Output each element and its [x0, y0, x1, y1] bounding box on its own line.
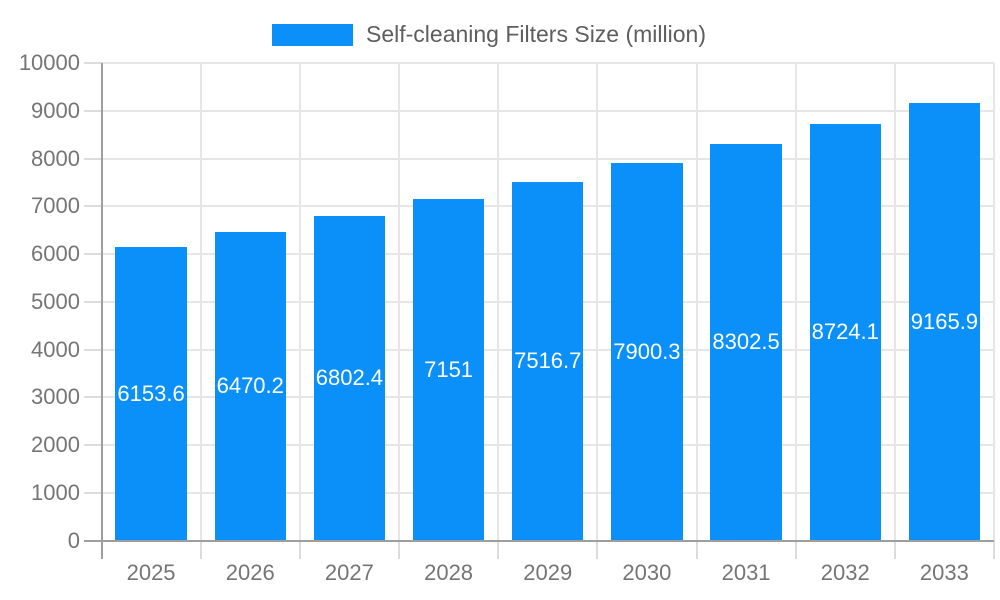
y-axis-tick [84, 109, 102, 112]
y-axis-label: 1000 [31, 479, 80, 505]
x-axis-tick [893, 540, 896, 559]
bar-value-label: 8302.5 [712, 329, 780, 355]
x-axis-tick [794, 540, 797, 559]
y-axis-tick [84, 300, 102, 303]
v-gridline [596, 63, 599, 541]
bar-2030[interactable] [611, 163, 683, 541]
x-axis-tick [398, 540, 400, 559]
x-axis-tick [199, 540, 202, 559]
bar-2032[interactable] [809, 123, 881, 541]
h-gridline [101, 62, 994, 64]
h-gridline [101, 157, 994, 160]
x-axis-tick [100, 540, 103, 559]
x-axis-tick [993, 540, 995, 559]
bar-2026[interactable] [214, 231, 286, 541]
x-axis-label: 2028 [424, 560, 474, 585]
y-axis-tick [84, 253, 102, 255]
y-axis-tick [84, 157, 102, 160]
x-axis-label: 2032 [820, 560, 870, 585]
x-axis-label: 2031 [721, 560, 771, 585]
x-axis-tick [497, 540, 500, 559]
bar-value-label: 6802.4 [315, 365, 384, 391]
chart-legend[interactable]: Self-cleaning Filters Size (million) [272, 21, 706, 48]
bar-2033[interactable] [908, 102, 981, 541]
x-axis-label: 2033 [919, 560, 969, 585]
v-gridline [298, 63, 301, 541]
x-axis-tick [695, 540, 698, 559]
bar-value-label: 7516.7 [514, 348, 582, 374]
y-axis-tick [84, 396, 102, 399]
v-gridline [893, 63, 896, 541]
y-axis-label: 4000 [31, 336, 80, 362]
v-gridline [794, 63, 797, 541]
x-axis-label: 2030 [622, 560, 672, 585]
x-axis-tick [596, 540, 599, 559]
x-axis-label: 2025 [126, 560, 176, 585]
v-gridline [993, 63, 995, 541]
y-axis-line [100, 63, 103, 541]
y-axis-tick [84, 205, 102, 208]
y-axis-label: 7000 [31, 193, 80, 219]
v-gridline [497, 63, 500, 541]
legend-series-label: Self-cleaning Filters Size (million) [366, 21, 706, 47]
y-axis-tick [84, 491, 102, 494]
bar-2025[interactable] [115, 246, 187, 541]
y-axis-label: 6000 [31, 241, 80, 266]
h-gridline [101, 109, 994, 112]
y-axis-label: 3000 [31, 384, 80, 410]
bar-2029[interactable] [512, 181, 584, 541]
v-gridline [398, 63, 400, 541]
y-axis-label: 9000 [31, 97, 80, 123]
x-axis-label: 2029 [523, 560, 573, 585]
x-axis-line [84, 539, 994, 542]
bar-value-label: 6470.2 [216, 373, 284, 399]
bar-2028[interactable] [412, 199, 485, 541]
y-axis-tick [84, 62, 102, 64]
x-axis-tick [298, 540, 301, 559]
v-gridline [199, 63, 202, 541]
y-axis-label: 2000 [31, 432, 80, 457]
x-axis-label: 2027 [324, 560, 374, 585]
bar-value-label: 6153.6 [117, 380, 185, 406]
legend-swatch-icon [272, 23, 353, 46]
x-axis-label: 2026 [225, 560, 275, 585]
bar-value-label: 7151 [424, 356, 474, 382]
bar-value-label: 7900.3 [613, 338, 681, 364]
v-gridline [695, 63, 698, 541]
y-axis-tick [84, 348, 102, 351]
bar-2027[interactable] [313, 215, 386, 541]
y-axis-tick [84, 444, 102, 446]
bar-value-label: 8724.1 [811, 319, 879, 345]
y-axis-label: 5000 [31, 288, 80, 314]
bar-value-label: 9165.9 [910, 308, 979, 334]
y-axis-label: 0 [67, 527, 80, 553]
y-axis-label: 8000 [31, 145, 80, 171]
bar-2031[interactable] [710, 144, 782, 541]
y-axis-label: 10000 [18, 50, 80, 75]
